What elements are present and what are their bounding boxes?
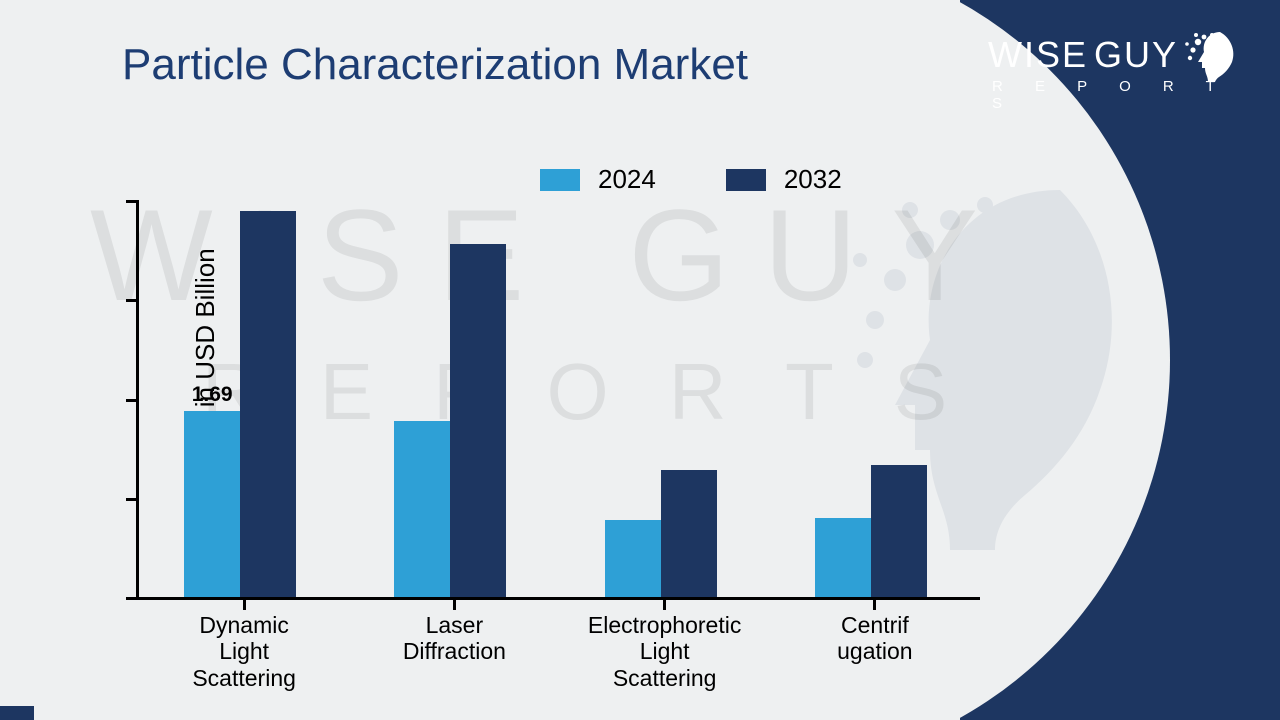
- y-tick: [126, 399, 136, 402]
- x-axis-category-label: ElectrophoreticLightScattering: [575, 612, 755, 691]
- brand-logo: WISE GUY R E P O R T S: [988, 28, 1248, 112]
- y-tick: [126, 597, 136, 600]
- legend-swatch: [726, 169, 766, 191]
- y-tick: [126, 498, 136, 501]
- legend-label: 2032: [784, 164, 842, 195]
- bottom-left-accent: [0, 706, 34, 720]
- bar-group: [394, 244, 514, 597]
- bar: [240, 211, 296, 597]
- bar-group: 1.69: [184, 211, 304, 597]
- bar: 1.69: [184, 411, 240, 597]
- chart-legend: 2024 2032: [540, 164, 842, 195]
- chart-title: Particle Characterization Market: [122, 40, 748, 90]
- legend-swatch: [540, 169, 580, 191]
- legend-label: 2024: [598, 164, 656, 195]
- x-axis-category-label: LaserDiffraction: [364, 612, 544, 691]
- y-tick: [126, 200, 136, 203]
- bar: [450, 244, 506, 597]
- infographic-stage: WISE GUY REPORTS Particle Characterizati…: [0, 0, 1280, 720]
- legend-item: 2032: [726, 164, 842, 195]
- bar-chart: Market Size in USD Billion 1.69 DynamicL…: [100, 200, 940, 600]
- bar: [815, 518, 871, 597]
- logo-sub: R E P O R T S: [988, 78, 1248, 112]
- bar: [605, 520, 661, 597]
- bar: [394, 421, 450, 597]
- bar-group: [815, 465, 935, 597]
- x-axis-category-label: DynamicLightScattering: [154, 612, 334, 691]
- bar-group: [605, 470, 725, 597]
- logo-head-icon: [1184, 28, 1238, 82]
- x-axis-category-label: Centrifugation: [785, 612, 965, 691]
- logo-word-a: WISE: [988, 34, 1088, 76]
- logo-word-b: GUY: [1094, 34, 1178, 76]
- y-tick: [126, 299, 136, 302]
- bar: [661, 470, 717, 597]
- bar-value-label: 1.69: [192, 383, 233, 407]
- legend-item: 2024: [540, 164, 656, 195]
- x-axis-labels: DynamicLightScattering LaserDiffraction El…: [139, 600, 980, 691]
- bar: [871, 465, 927, 597]
- plot-area: 1.69: [139, 200, 980, 597]
